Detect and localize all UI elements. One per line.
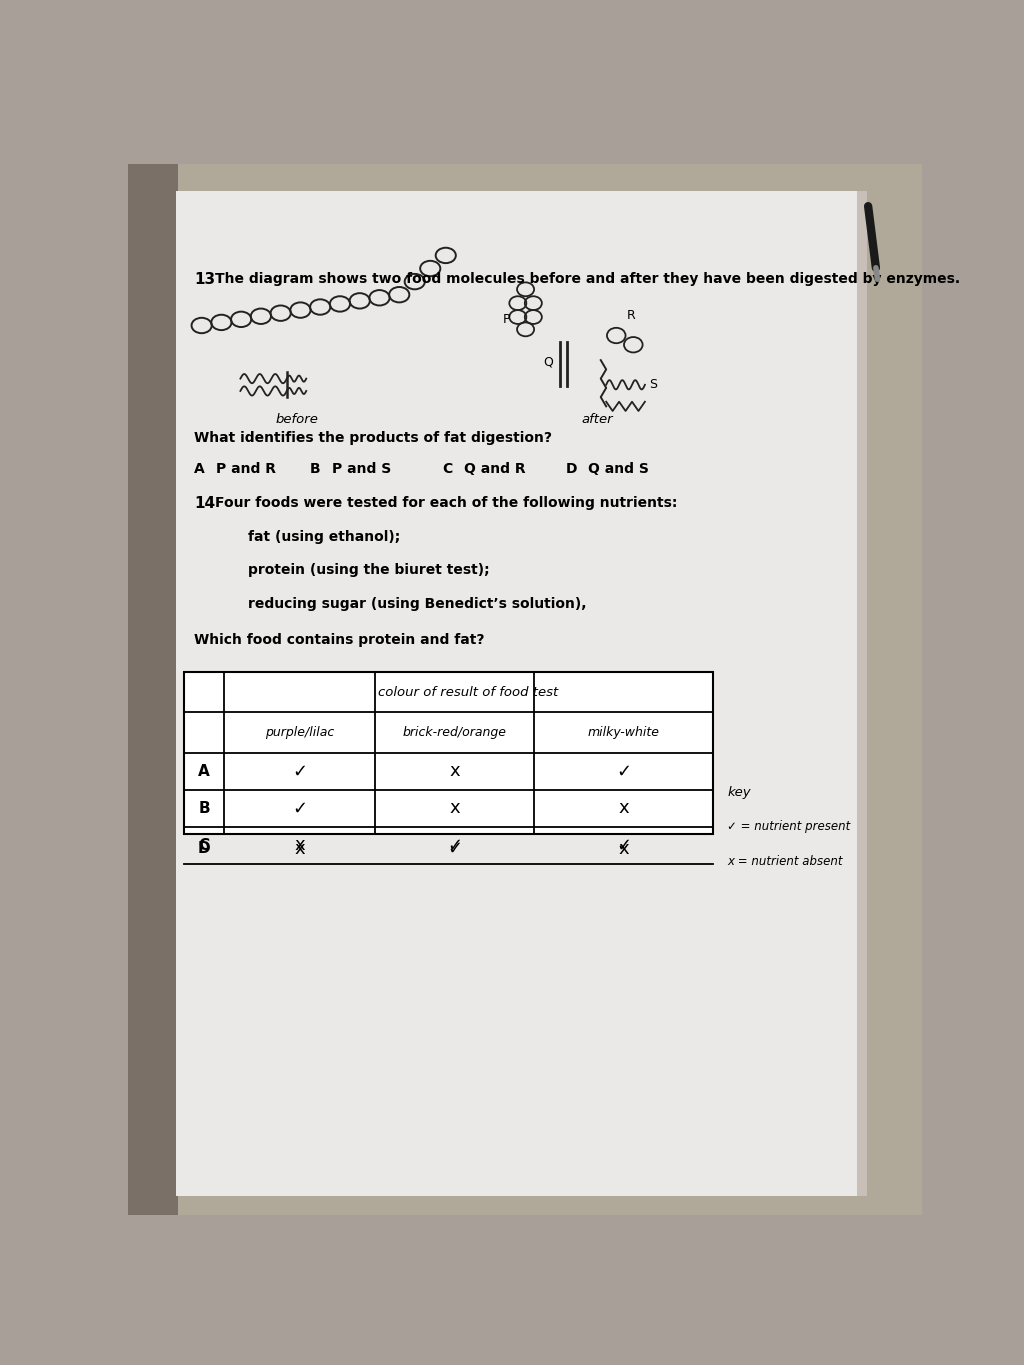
Text: protein (using the biuret test);: protein (using the biuret test);: [248, 564, 489, 577]
Text: ✓: ✓: [292, 800, 307, 818]
Text: The diagram shows two food molecules before and after they have been digested by: The diagram shows two food molecules bef…: [215, 272, 959, 285]
Text: purple/lilac: purple/lilac: [265, 726, 334, 738]
Text: brick-red/orange: brick-red/orange: [402, 726, 507, 738]
Text: Q and R: Q and R: [464, 461, 525, 476]
Text: fat (using ethanol);: fat (using ethanol);: [248, 530, 400, 543]
Text: before: before: [275, 412, 318, 426]
Text: Q: Q: [544, 356, 553, 369]
Text: ✓: ✓: [616, 837, 631, 854]
Text: Q and S: Q and S: [588, 461, 648, 476]
Text: R: R: [627, 308, 636, 322]
Text: P and R: P and R: [216, 461, 275, 476]
Text: P: P: [503, 314, 510, 326]
Text: after: after: [582, 412, 613, 426]
Bar: [128, 164, 178, 1215]
Text: S: S: [649, 378, 656, 392]
Text: x: x: [294, 839, 305, 857]
Text: ✓: ✓: [447, 837, 462, 854]
Text: ✓: ✓: [616, 762, 631, 781]
Text: B: B: [198, 801, 210, 816]
Bar: [183, 672, 713, 834]
Text: ✓ = nutrient present: ✓ = nutrient present: [727, 820, 850, 833]
Text: reducing sugar (using Benedict’s solution),: reducing sugar (using Benedict’s solutio…: [248, 598, 587, 612]
Text: key: key: [727, 786, 751, 799]
Text: 13: 13: [194, 272, 215, 287]
Text: C: C: [442, 461, 453, 476]
Text: colour of result of food test: colour of result of food test: [379, 685, 559, 699]
Text: What identifies the products of fat digestion?: What identifies the products of fat dige…: [194, 431, 552, 445]
Text: P and S: P and S: [332, 461, 391, 476]
Text: x: x: [450, 762, 460, 781]
Text: A: A: [194, 461, 205, 476]
Text: x: x: [618, 800, 629, 818]
Text: A: A: [198, 764, 210, 779]
Text: x: x: [450, 800, 460, 818]
Text: Four foods were tested for each of the following nutrients:: Four foods were tested for each of the f…: [215, 497, 677, 511]
Text: x: x: [618, 839, 629, 857]
Text: B: B: [310, 461, 321, 476]
Text: milky-white: milky-white: [588, 726, 659, 738]
Bar: [855, 191, 866, 1196]
Text: ✓: ✓: [447, 839, 462, 857]
Text: 14: 14: [194, 497, 215, 512]
Text: C: C: [199, 838, 210, 853]
Text: ✓: ✓: [292, 762, 307, 781]
Text: x: x: [294, 837, 305, 854]
Text: x = nutrient absent: x = nutrient absent: [727, 856, 843, 868]
Text: D: D: [566, 461, 578, 476]
Text: Which food contains protein and fat?: Which food contains protein and fat?: [194, 633, 484, 647]
Text: D: D: [198, 841, 210, 856]
Bar: [176, 191, 856, 1196]
